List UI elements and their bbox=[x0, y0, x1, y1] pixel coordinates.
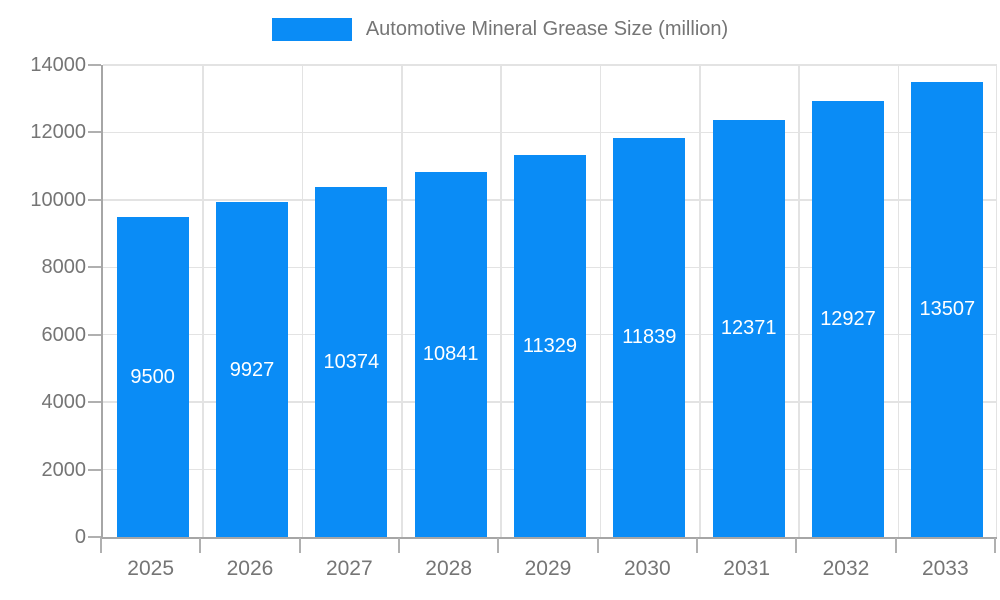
gridline-vertical bbox=[995, 65, 997, 537]
x-tick-mark bbox=[596, 538, 599, 553]
y-tick-label: 8000 bbox=[41, 256, 87, 279]
y-tick-label: 10000 bbox=[30, 188, 86, 211]
y-tick-mark bbox=[88, 536, 101, 538]
y-tick-mark bbox=[88, 333, 101, 336]
y-tick-label: 14000 bbox=[30, 54, 86, 76]
x-tick-label: 2028 bbox=[425, 557, 473, 580]
y-tick-mark bbox=[88, 131, 101, 134]
gridline-vertical bbox=[798, 65, 800, 537]
x-tick-mark bbox=[398, 538, 400, 553]
x-tick-mark bbox=[298, 538, 301, 553]
legend-swatch bbox=[271, 17, 352, 41]
plot-area: 9500 9927 10374 10841 11329 11839 12371 12927 13… bbox=[101, 64, 997, 539]
y-tick-mark bbox=[88, 468, 101, 471]
bar: 12927 bbox=[812, 101, 884, 537]
x-tick-mark bbox=[497, 538, 500, 553]
x-tick-label: 2026 bbox=[226, 557, 274, 580]
bar-value-label: 11329 bbox=[522, 335, 578, 358]
x-tick-label: 2033 bbox=[921, 557, 969, 580]
y-tick-label: 4000 bbox=[41, 391, 87, 414]
gridline-vertical bbox=[599, 65, 602, 537]
bar-value-label: 11839 bbox=[622, 326, 677, 349]
gridline-horizontal bbox=[103, 131, 997, 134]
bar-value-label: 13507 bbox=[919, 298, 976, 321]
gridline-vertical bbox=[401, 65, 403, 537]
y-tick-mark bbox=[88, 266, 101, 269]
bar: 11839 bbox=[613, 137, 686, 537]
x-tick-mark bbox=[100, 538, 102, 553]
gridline-vertical bbox=[500, 65, 502, 537]
x-tick-mark bbox=[894, 538, 897, 553]
x-tick-mark bbox=[696, 538, 698, 553]
y-tick-label: 6000 bbox=[41, 323, 87, 346]
legend: Automotive Mineral Grease Size (million) bbox=[0, 14, 1000, 44]
y-tick-label: 12000 bbox=[30, 121, 86, 144]
x-tick-label: 2032 bbox=[822, 557, 870, 580]
x-tick-mark bbox=[199, 538, 202, 553]
bar: 9927 bbox=[216, 202, 288, 537]
bar-value-label: 12371 bbox=[720, 317, 777, 340]
gridline-vertical bbox=[699, 65, 701, 537]
x-tick-mark bbox=[795, 538, 798, 553]
bar-value-label: 12927 bbox=[820, 308, 876, 331]
gridline-vertical bbox=[897, 65, 900, 537]
legend-label: Automotive Mineral Grease Size (million) bbox=[365, 17, 729, 40]
y-tick-mark bbox=[88, 401, 101, 404]
bar-value-label: 9500 bbox=[130, 365, 175, 388]
bar: 10841 bbox=[414, 171, 487, 537]
gridline-horizontal bbox=[103, 64, 997, 66]
x-tick-label: 2029 bbox=[524, 557, 572, 580]
bar: 12371 bbox=[712, 119, 785, 537]
y-tick-label: 0 bbox=[74, 526, 86, 548]
gridline-vertical bbox=[301, 65, 304, 537]
bar: 10374 bbox=[315, 187, 388, 537]
y-tick-mark bbox=[88, 64, 101, 66]
bar: 11329 bbox=[514, 155, 586, 537]
bar: 9500 bbox=[116, 216, 189, 537]
y-tick-label: 2000 bbox=[41, 458, 87, 481]
x-tick-label: 2027 bbox=[325, 557, 373, 580]
bar-value-label: 9927 bbox=[229, 358, 275, 381]
bar-value-label: 10374 bbox=[323, 351, 380, 374]
gridline-vertical bbox=[202, 65, 204, 537]
x-tick-label: 2025 bbox=[127, 557, 175, 580]
y-tick-mark bbox=[88, 198, 101, 201]
x-tick-label: 2030 bbox=[623, 557, 671, 580]
x-tick-mark bbox=[994, 538, 996, 553]
x-tick-label: 2031 bbox=[723, 557, 771, 580]
bar-value-label: 10841 bbox=[422, 343, 479, 366]
bar: 13507 bbox=[911, 81, 984, 537]
